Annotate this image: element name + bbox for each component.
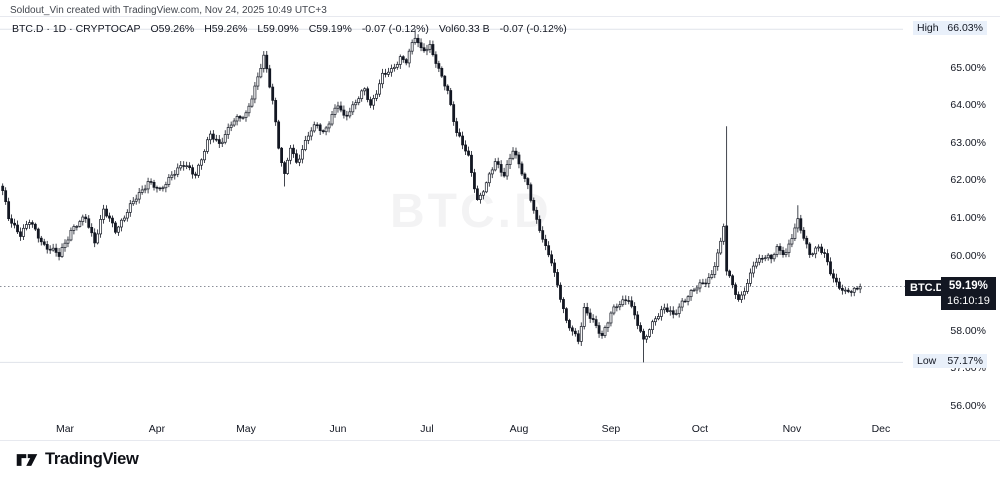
time-axis-label: Apr — [148, 423, 166, 435]
time-axis-label: Jun — [329, 423, 347, 435]
legend-open: O59.26% — [150, 23, 195, 35]
tradingview-logo[interactable]: TradingView — [16, 450, 139, 469]
low-label-text: Low — [917, 355, 937, 368]
last-price-countdown: 16:10:19 — [947, 294, 990, 307]
time-axis-label: Aug — [509, 423, 529, 435]
price-axis-label: 62.00% — [950, 174, 986, 187]
time-axis-label: Dec — [871, 423, 891, 435]
time-axis-label: Jul — [420, 423, 434, 435]
price-axis-label: 56.00% — [950, 399, 986, 412]
high-label-text: High — [917, 22, 939, 35]
price-axis-label: 61.00% — [950, 211, 986, 224]
high-price-label: High 66.03% — [913, 21, 987, 36]
candles-layer — [1, 29, 862, 363]
legend-volume-change: -0.07 (-0.12%) — [499, 23, 567, 35]
time-axis-label: Mar — [55, 423, 75, 435]
price-axis-label: 58.00% — [950, 324, 986, 337]
last-price-badge: 59.19% 16:10:19 — [941, 277, 996, 311]
time-axis-label: Nov — [782, 423, 802, 435]
price-axis-label: 64.00% — [950, 99, 986, 112]
last-price-symbol-badge: BTC.D — [905, 280, 949, 296]
price-axis-label: 63.00% — [950, 136, 986, 149]
legend-close: C59.19% — [308, 23, 352, 35]
low-label-value: 57.17% — [947, 355, 983, 368]
price-axis-label: 65.00% — [950, 61, 986, 74]
legend-symbol-title: BTC.D · 1D · CRYPTOCAP — [12, 23, 141, 35]
high-label-value: 66.03% — [947, 22, 983, 35]
legend-high: H59.26% — [204, 23, 248, 35]
time-axis-label: Oct — [691, 423, 709, 435]
attribution-text: Soldout_Vin created with TradingView.com… — [10, 5, 327, 16]
symbol-watermark: BTC.D — [390, 185, 552, 238]
low-price-label: Low 57.17% — [913, 354, 987, 369]
price-axis-label: 60.00% — [950, 249, 986, 262]
time-axis-label: May — [236, 423, 256, 435]
time-axis-label: Sep — [601, 423, 621, 435]
legend-volume: Vol60.33 B — [438, 23, 490, 35]
tradingview-logo-text: TradingView — [45, 450, 139, 468]
symbol-legend: BTC.D · 1D · CRYPTOCAP O59.26% H59.26% L… — [12, 23, 574, 35]
tradingview-logo-icon — [16, 453, 38, 466]
legend-low: L59.09% — [257, 23, 299, 35]
legend-change: -0.07 (-0.12%) — [361, 23, 429, 35]
last-price-value: 59.19% — [948, 280, 988, 292]
